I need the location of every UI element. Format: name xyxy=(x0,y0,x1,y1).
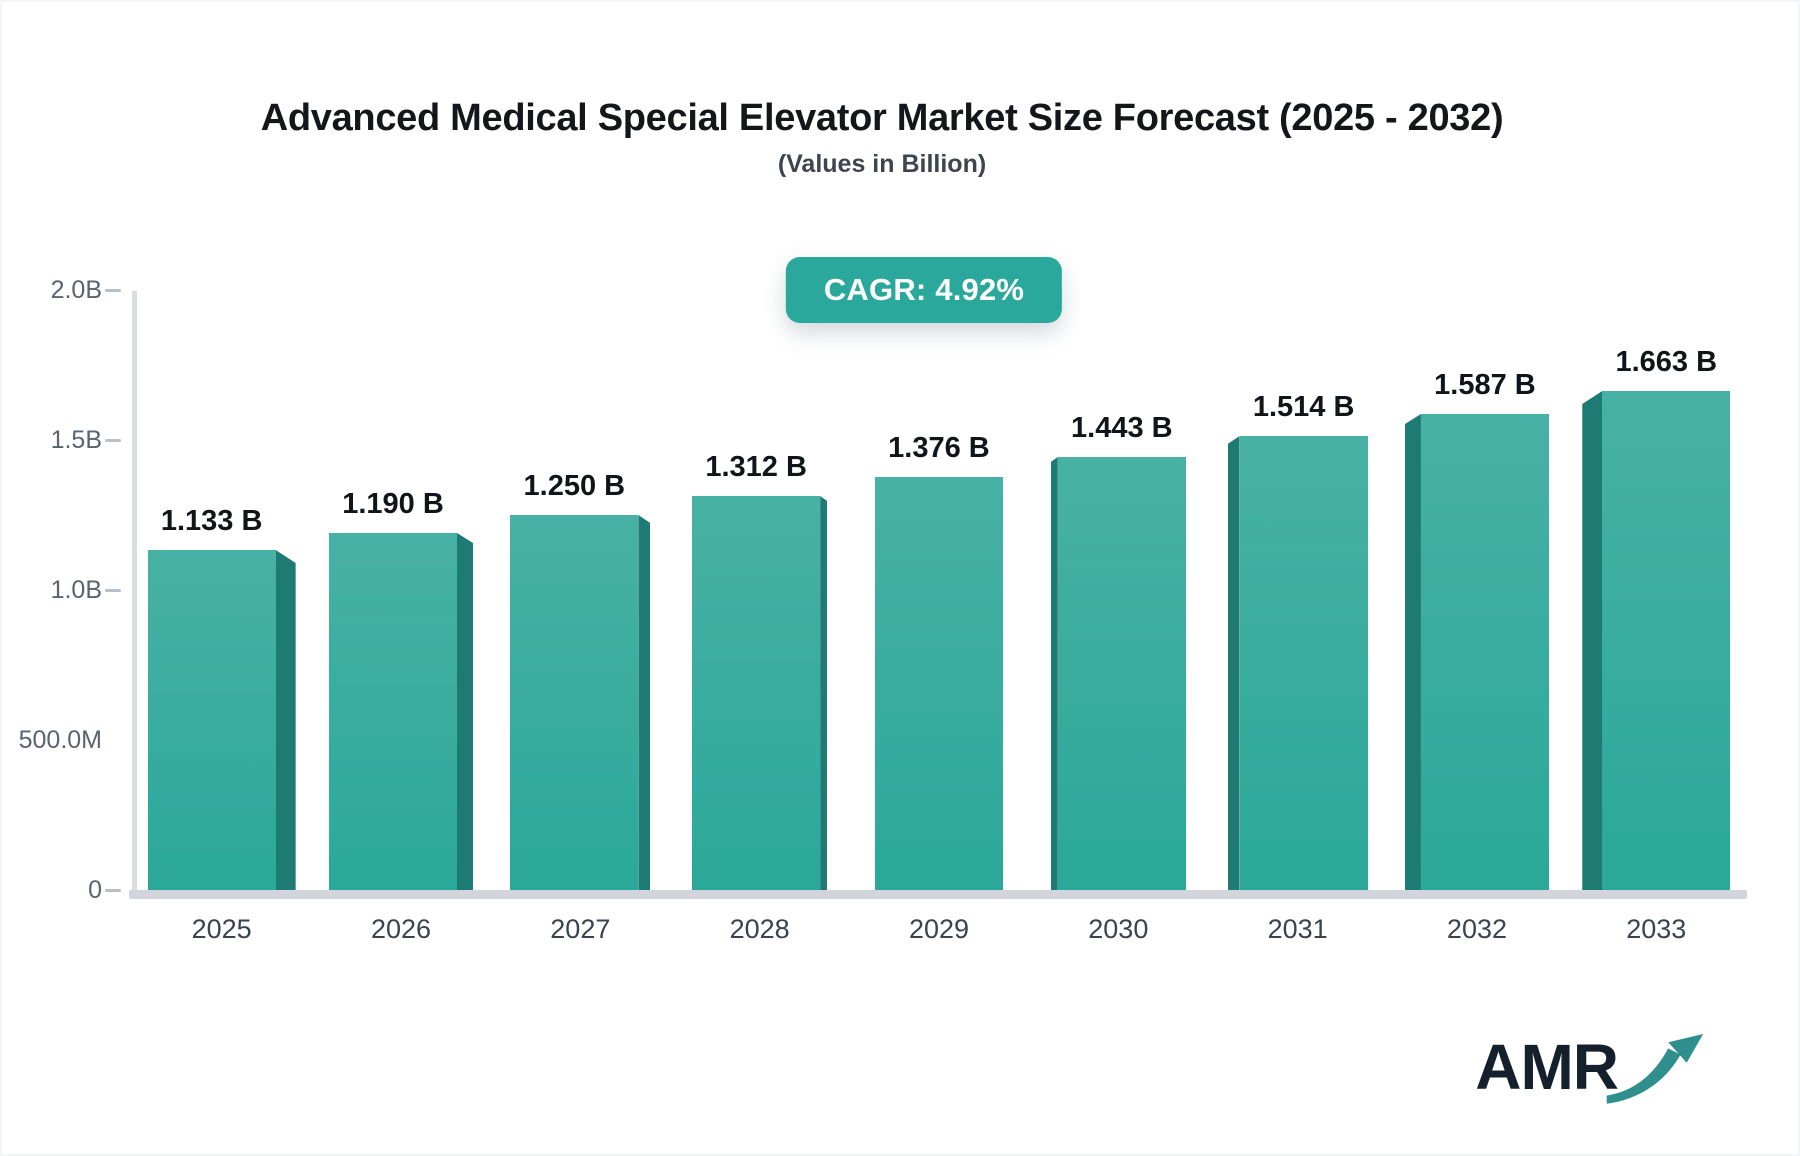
bar-value-label: 1.443 B xyxy=(1071,412,1173,444)
bar-group-2030: 1.443 B xyxy=(1029,2,1208,890)
y-tick-mark xyxy=(105,589,121,592)
bar-value-label: 1.514 B xyxy=(1252,391,1355,423)
bar-group-2028: 1.312 B xyxy=(670,2,849,890)
bar-group-2033: 1.663 B xyxy=(1567,2,1746,890)
bar: 1.587 B xyxy=(1420,369,1549,890)
y-tick-label: 0 xyxy=(88,876,102,904)
x-axis-label: 2025 xyxy=(191,914,252,944)
bar-group-2026: 1.190 B xyxy=(311,2,490,890)
bar-value-label: 1.376 B xyxy=(888,432,990,464)
y-axis-line xyxy=(132,291,137,891)
bar-3d-side xyxy=(275,550,296,890)
bar-3d-side xyxy=(1050,457,1058,890)
x-axis-baseline xyxy=(129,890,1747,899)
y-tick-label: 1.5B xyxy=(50,426,102,454)
bar-3d-side xyxy=(820,496,828,890)
bar: 1.443 B xyxy=(1057,412,1186,890)
growth-arrow-icon xyxy=(1606,1034,1704,1104)
bar: 1.250 B xyxy=(510,470,639,890)
x-axis-label: 2032 xyxy=(1446,914,1507,944)
bar-value-label: 1.250 B xyxy=(523,470,626,502)
x-axis-label: 2026 xyxy=(370,914,432,944)
bar-group-2031: 1.514 B xyxy=(1208,2,1387,890)
bar-value-label: 1.190 B xyxy=(342,488,444,520)
x-axis-label: 2028 xyxy=(729,914,790,944)
x-axis-label: 2031 xyxy=(1267,914,1328,944)
x-axis-label: 2033 xyxy=(1626,914,1687,944)
amr-logo: AMR xyxy=(1475,1022,1710,1112)
bar: 1.514 B xyxy=(1239,391,1368,890)
bar-3d-side xyxy=(1404,414,1421,890)
bar-3d-side xyxy=(1582,391,1603,890)
chart-title: Advanced Medical Special Elevator Market… xyxy=(260,97,1504,139)
bar-value-label: 1.587 B xyxy=(1434,369,1536,401)
y-tick-label: 500.0M xyxy=(18,726,102,754)
y-tick-mark xyxy=(105,289,121,292)
x-axis-label: 2029 xyxy=(908,914,970,944)
bar-3d-side xyxy=(638,515,651,890)
bar: 1.133 B xyxy=(147,505,276,890)
bar: 1.376 B xyxy=(874,432,1003,890)
bar-value-label: 1.663 B xyxy=(1615,346,1718,378)
y-tick-mark xyxy=(105,439,121,442)
bar-3d-side xyxy=(456,533,473,890)
x-axis-labels: 2025 2026 2027 2028 2029 2030 2031 2032 2033 xyxy=(132,914,1746,945)
bar: 1.663 B xyxy=(1602,346,1731,890)
bar-group-2032: 1.587 B xyxy=(1387,2,1566,890)
x-axis-label: 2030 xyxy=(1088,914,1149,944)
y-tick-mark xyxy=(105,889,121,892)
y-tick-label: 1.0B xyxy=(50,576,102,604)
bar: 1.312 B xyxy=(692,451,821,890)
bar-3d-side xyxy=(1227,436,1240,890)
cagr-badge: CAGR: 4.92% xyxy=(785,257,1063,323)
chart-subtitle: (Values in Billion) xyxy=(777,150,987,178)
bar-value-label: 1.133 B xyxy=(160,505,263,537)
bar-group-2027: 1.250 B xyxy=(491,2,670,890)
bar-value-label: 1.312 B xyxy=(705,451,807,483)
bar: 1.190 B xyxy=(328,488,457,890)
bar-group-2029: 1.376 B xyxy=(849,2,1028,890)
bars-area: 1.133 B 1.190 B 1.250 B 1.312 B 1.376 B 1.443… xyxy=(132,2,1746,890)
x-axis-label: 2027 xyxy=(550,914,611,944)
amr-logo-text: AMR xyxy=(1475,1031,1619,1103)
y-tick-label: 2.0B xyxy=(50,276,102,304)
bar-group-2025: 1.133 B xyxy=(132,2,311,890)
